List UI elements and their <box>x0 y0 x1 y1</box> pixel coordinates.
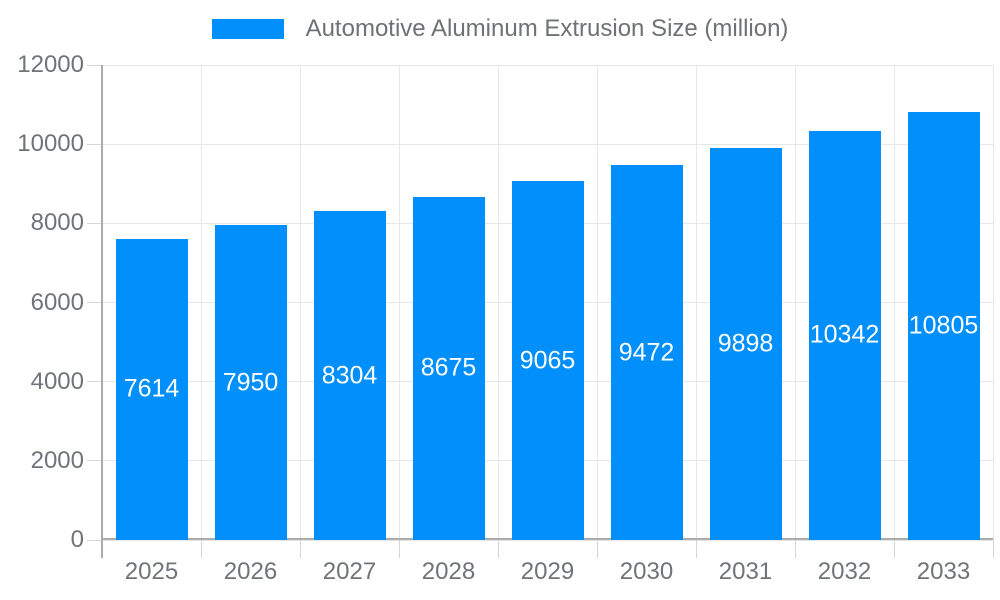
x-axis-tick <box>596 540 598 558</box>
x-axis-tick <box>893 540 895 558</box>
gridline-vertical <box>200 65 202 540</box>
legend-marker-swatch <box>211 19 284 39</box>
x-axis-tick-label: 2032 <box>817 558 872 585</box>
gridline-vertical <box>794 65 796 540</box>
gridline-vertical <box>497 65 499 540</box>
x-axis-tick-label: 2031 <box>718 558 773 585</box>
gridline-vertical <box>695 65 697 540</box>
y-axis-tick-label: 12000 <box>17 51 84 78</box>
gridline-horizontal <box>102 143 993 145</box>
x-axis-tick-label: 2030 <box>619 558 674 585</box>
legend-item[interactable]: Automotive Aluminum Extrusion Size (mill… <box>0 12 1000 46</box>
bar-2031[interactable] <box>709 148 782 540</box>
x-axis-tick <box>200 540 202 558</box>
bar-value-label: 10805 <box>908 311 979 340</box>
x-axis-tick-label: 2029 <box>520 558 575 585</box>
x-axis-tick <box>398 540 400 558</box>
x-axis-tick <box>794 540 796 558</box>
x-axis-tick <box>695 540 697 558</box>
plot-area: 7614 7950 8304 8675 9065 9472 9898 10342 10805 <box>87 64 994 558</box>
bar-2025[interactable] <box>115 238 188 540</box>
gridline-vertical <box>893 65 895 540</box>
bar-value-label: 8675 <box>420 353 477 382</box>
bar-value-label: 9065 <box>519 346 576 375</box>
y-axis-tick <box>87 143 102 145</box>
bar-value-label: 7950 <box>222 368 279 397</box>
x-axis-tick <box>992 540 994 558</box>
x-axis-tick-label: 2028 <box>421 558 476 585</box>
y-axis-line <box>101 65 103 558</box>
bar-value-label: 7614 <box>123 374 180 403</box>
x-axis-tick <box>497 540 499 558</box>
y-axis-tick <box>87 64 102 66</box>
bar-2028[interactable] <box>412 196 485 540</box>
bar-value-label: 9472 <box>618 338 675 367</box>
y-axis-tick <box>87 539 102 541</box>
gridline-vertical <box>992 65 994 540</box>
bar-2026[interactable] <box>214 225 287 540</box>
y-axis-labels: 0 2000 4000 6000 8000 10000 12000 <box>0 51 84 553</box>
y-axis-tick <box>87 381 102 383</box>
gridline-horizontal <box>102 64 993 66</box>
x-axis-tick-label: 2025 <box>124 558 179 585</box>
bar-2030[interactable] <box>610 165 683 540</box>
bar-value-label: 8304 <box>321 361 378 390</box>
bar-2033[interactable] <box>907 112 980 540</box>
y-axis-tick-label: 6000 <box>30 288 84 316</box>
y-axis-tick <box>87 302 102 303</box>
y-axis-tick-label: 0 <box>70 526 84 553</box>
bar-2027[interactable] <box>313 211 386 540</box>
y-axis-tick-label: 4000 <box>30 367 84 395</box>
bar-value-label: 10342 <box>809 320 880 349</box>
x-axis-tick <box>299 540 301 558</box>
gridline-vertical <box>398 65 400 540</box>
legend-label: Automotive Aluminum Extrusion Size (mill… <box>305 14 789 42</box>
y-axis-tick-label: 8000 <box>30 209 84 237</box>
gridline-horizontal <box>102 539 993 541</box>
gridline-vertical <box>299 65 301 540</box>
bar-value-label: 9898 <box>717 329 774 358</box>
x-axis-tick-label: 2033 <box>916 558 971 585</box>
y-axis-tick-label: 2000 <box>30 446 84 474</box>
bar-2029[interactable] <box>511 181 584 540</box>
gridline-vertical <box>596 65 598 540</box>
x-axis-tick-label: 2026 <box>223 558 278 585</box>
y-axis-tick-label: 10000 <box>17 130 84 158</box>
y-axis-tick <box>87 460 102 462</box>
x-axis-tick-label: 2027 <box>322 558 377 585</box>
bar-2032[interactable] <box>808 130 881 540</box>
y-axis-tick <box>87 222 102 224</box>
x-axis-labels: 2025 2026 2027 2028 2029 2030 2031 2032 2033 <box>102 556 993 590</box>
